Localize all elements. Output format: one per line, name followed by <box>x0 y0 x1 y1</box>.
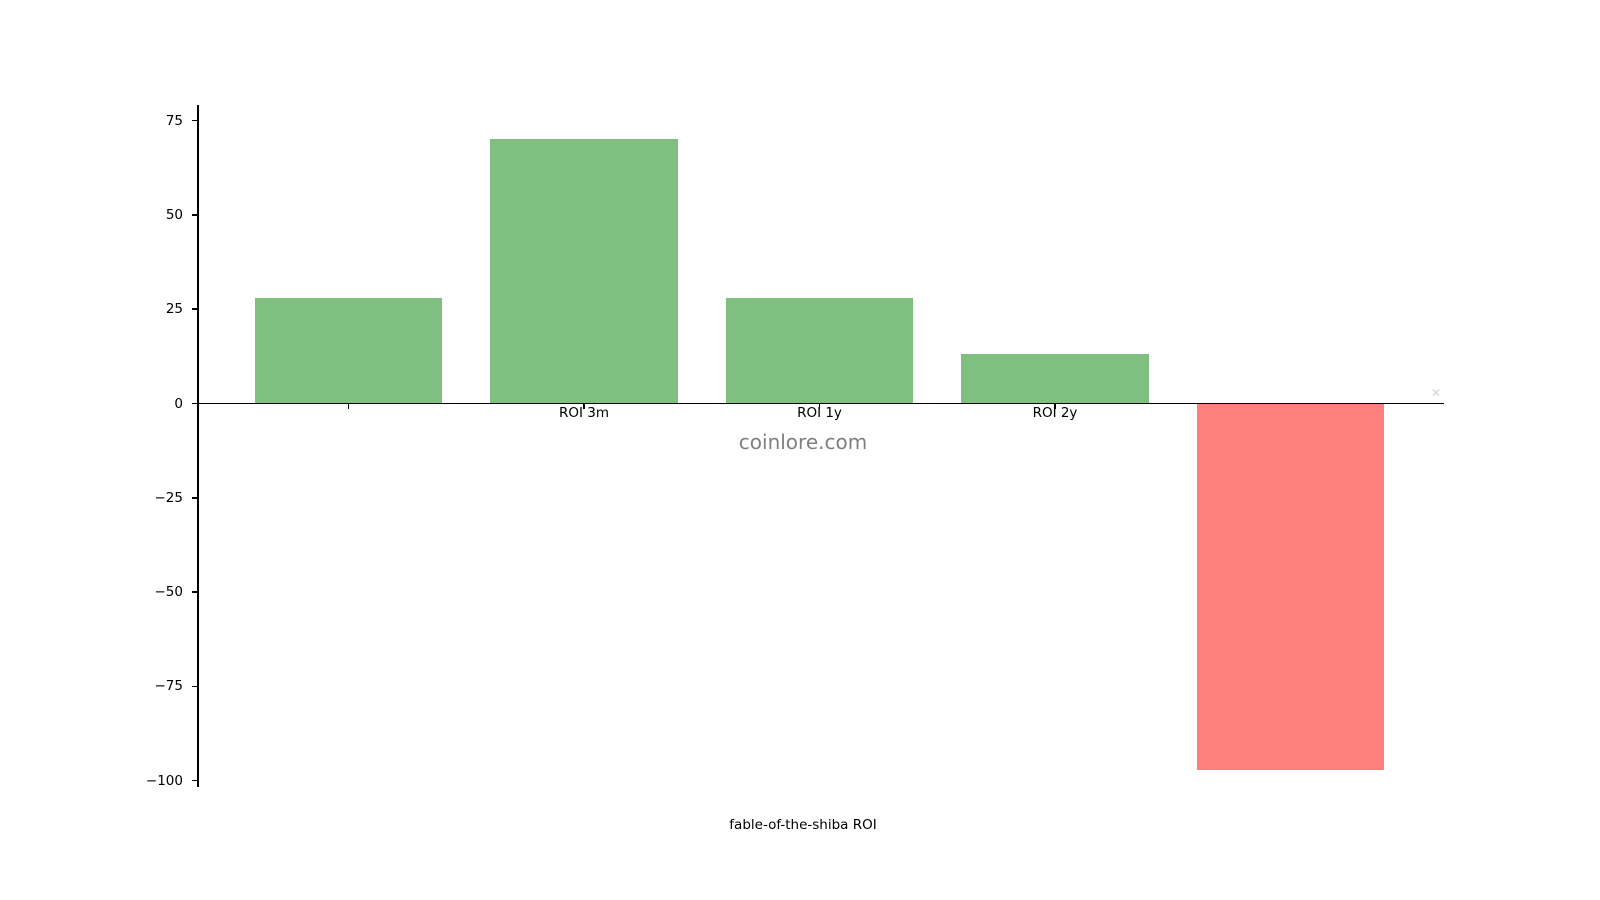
y-tick-label: −75 <box>154 678 184 695</box>
y-tick-label: 75 <box>165 112 183 129</box>
x-tick-mark <box>1054 403 1056 409</box>
y-tick-mark <box>192 685 197 688</box>
x-tick-label: ROI 3m <box>558 405 610 421</box>
bar-series-4 <box>1196 404 1385 771</box>
y-tick-label: 50 <box>165 206 183 223</box>
y-tick-mark <box>192 214 197 216</box>
x-tick-label: ROI 1y <box>797 405 842 421</box>
x-tick-mark <box>583 403 585 409</box>
y-tick-label: −50 <box>154 584 184 601</box>
y-tick-mark <box>192 119 197 122</box>
x-axis-zero-line <box>197 402 1444 405</box>
x-tick-mark <box>347 403 350 409</box>
y-tick-label: 25 <box>165 301 183 318</box>
y-tick-mark <box>192 402 197 405</box>
y-tick-label: 0 <box>174 395 183 412</box>
bar-series-0 <box>254 297 443 404</box>
x-tick-label: ROI 2y <box>1032 405 1078 421</box>
watermark-text: coinlore.com <box>738 430 868 454</box>
y-tick-label: −25 <box>154 489 184 506</box>
y-tick-mark <box>192 497 197 499</box>
axis-end-x-icon: ✕ <box>1431 386 1442 400</box>
bar-roi-2y <box>961 354 1149 404</box>
x-tick-mark <box>818 403 821 409</box>
y-axis-spine <box>197 105 199 787</box>
y-tick-label: −100 <box>145 772 183 789</box>
y-tick-mark <box>192 591 197 593</box>
bar-roi-3m <box>490 139 678 404</box>
bar-roi-1y <box>725 297 914 404</box>
y-tick-mark <box>192 779 197 782</box>
y-tick-mark <box>192 308 197 310</box>
chart-caption: fable-of-the-shiba ROI <box>729 817 877 833</box>
